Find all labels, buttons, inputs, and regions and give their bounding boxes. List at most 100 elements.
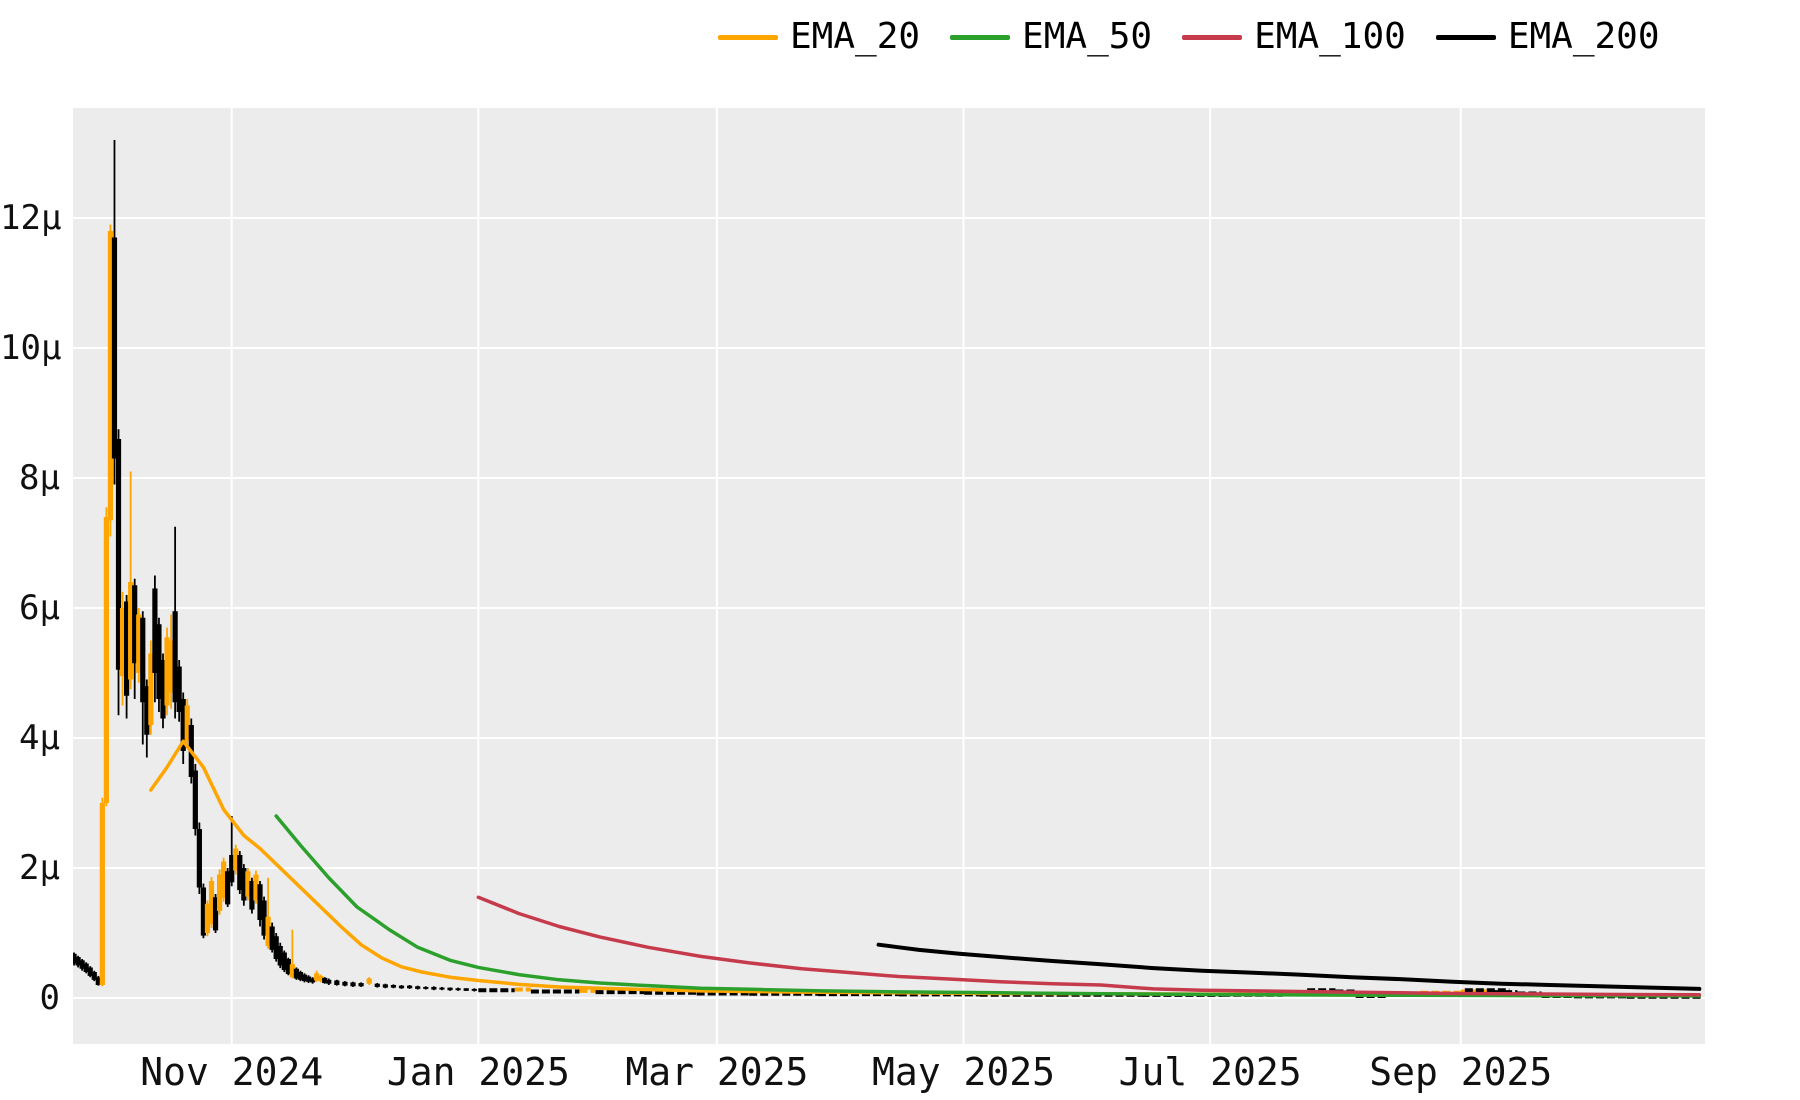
candle-body	[309, 978, 316, 983]
candle-body	[79, 960, 85, 969]
candle-body	[216, 874, 223, 911]
candle-body	[261, 900, 267, 936]
legend-item-ema50: EMA_50	[950, 13, 1152, 61]
ema100-line-swatch	[1182, 34, 1243, 40]
candle-body	[87, 967, 93, 976]
y-tick-label: 12µ	[0, 198, 62, 238]
y-tick-label: 10µ	[0, 328, 62, 368]
legend: EMA_20 EMA_50 EMA_100 EMA_200	[718, 13, 1660, 61]
ema50-line-swatch	[950, 34, 1011, 40]
candle-body	[326, 979, 332, 984]
candle-body	[156, 624, 162, 699]
x-tick-label: Jul 2025	[1118, 1050, 1302, 1094]
candle-body	[463, 988, 469, 991]
candle-body	[415, 986, 421, 989]
line-ema_100	[476, 895, 1702, 997]
candle-body	[350, 982, 356, 987]
legend-item-ema100: EMA_100	[1182, 13, 1406, 61]
candle-body	[176, 666, 182, 712]
legend-label-ema50: EMA_50	[1022, 16, 1153, 57]
candle-body	[95, 977, 101, 985]
candle-body	[273, 936, 279, 959]
candle-body	[253, 874, 259, 901]
y-axis-tick-labels: 0 2µ 4µ 6µ 8µ 10µ 12µ	[0, 0, 62, 1100]
candle-body	[124, 601, 130, 696]
candle-body	[221, 861, 227, 898]
y-tick-label: 4µ	[19, 718, 60, 758]
line-ema_50	[274, 814, 1702, 998]
candle-body	[269, 926, 275, 950]
legend-item-ema20: EMA_20	[718, 13, 920, 61]
candle-body	[447, 987, 453, 991]
candle-body	[301, 974, 308, 982]
x-tick-label: Jan 2025	[386, 1050, 570, 1094]
x-axis-tick-labels: Nov 2024 Jan 2025 Mar 2025 May 2025 Jul 2025…	[0, 1050, 1800, 1096]
candle-body	[342, 981, 348, 986]
candle-body	[277, 946, 283, 966]
candle-body	[119, 608, 126, 677]
candle-body	[152, 588, 158, 673]
candle-body	[208, 881, 215, 924]
candle-body	[180, 699, 186, 751]
candle-body	[305, 976, 312, 982]
candle-body	[184, 705, 190, 742]
candle-body	[136, 614, 142, 673]
candle-body	[366, 978, 372, 984]
candle-body	[241, 868, 247, 901]
line-ema_200	[876, 942, 1702, 991]
candle-body	[237, 855, 243, 891]
candle-body	[140, 617, 146, 703]
x-tick-label: Nov 2024	[140, 1050, 324, 1094]
y-tick-label: 8µ	[19, 458, 60, 498]
candle-body	[200, 887, 207, 936]
candle-body	[99, 803, 105, 985]
gridlines	[73, 108, 1705, 1044]
candle-body	[164, 637, 170, 706]
y-tick-label: 2µ	[19, 848, 60, 888]
x-tick-label: May 2025	[871, 1050, 1056, 1094]
candle-body	[91, 972, 97, 980]
candle-body	[285, 959, 291, 974]
candle-body	[168, 640, 174, 693]
y-tick-label: 0	[39, 978, 60, 1018]
candle-body	[322, 977, 328, 984]
candle-body	[431, 986, 437, 990]
candle-body	[128, 582, 134, 680]
candle-body	[192, 770, 198, 829]
candle-body	[314, 973, 320, 981]
candle-body	[67, 951, 72, 960]
legend-item-ema200: EMA_200	[1435, 13, 1660, 61]
candle-body	[382, 984, 388, 988]
candle-body	[318, 975, 324, 982]
candle-body	[107, 231, 114, 521]
candle-body	[374, 983, 380, 987]
candle-body	[172, 611, 178, 703]
x-tick-label: Sep 2025	[1369, 1050, 1553, 1094]
candle-body	[83, 963, 89, 972]
ema-lines	[149, 739, 1702, 998]
plot-area	[73, 108, 1705, 1044]
ema200-line-swatch	[1435, 34, 1496, 40]
candle-body	[455, 988, 461, 991]
y-tick-label: 6µ	[19, 588, 60, 628]
x-tick-label: Mar 2025	[625, 1050, 809, 1094]
candle-body	[245, 871, 251, 897]
candle-body	[225, 871, 231, 905]
legend-label-ema100: EMA_100	[1254, 16, 1406, 57]
candle-body	[407, 985, 413, 989]
candle-body	[334, 980, 340, 985]
candle-body	[144, 686, 150, 735]
candle-body	[204, 903, 211, 933]
candle-body	[390, 985, 397, 988]
candle-body	[132, 585, 138, 664]
candle-body	[115, 439, 122, 670]
candle-body	[75, 957, 81, 966]
candle-body	[297, 972, 304, 980]
candle-body	[289, 964, 295, 978]
candle-body	[196, 829, 202, 888]
candle-body	[233, 848, 239, 871]
candle-body	[398, 985, 405, 989]
candle-body	[160, 660, 166, 719]
candle-body	[212, 897, 219, 931]
